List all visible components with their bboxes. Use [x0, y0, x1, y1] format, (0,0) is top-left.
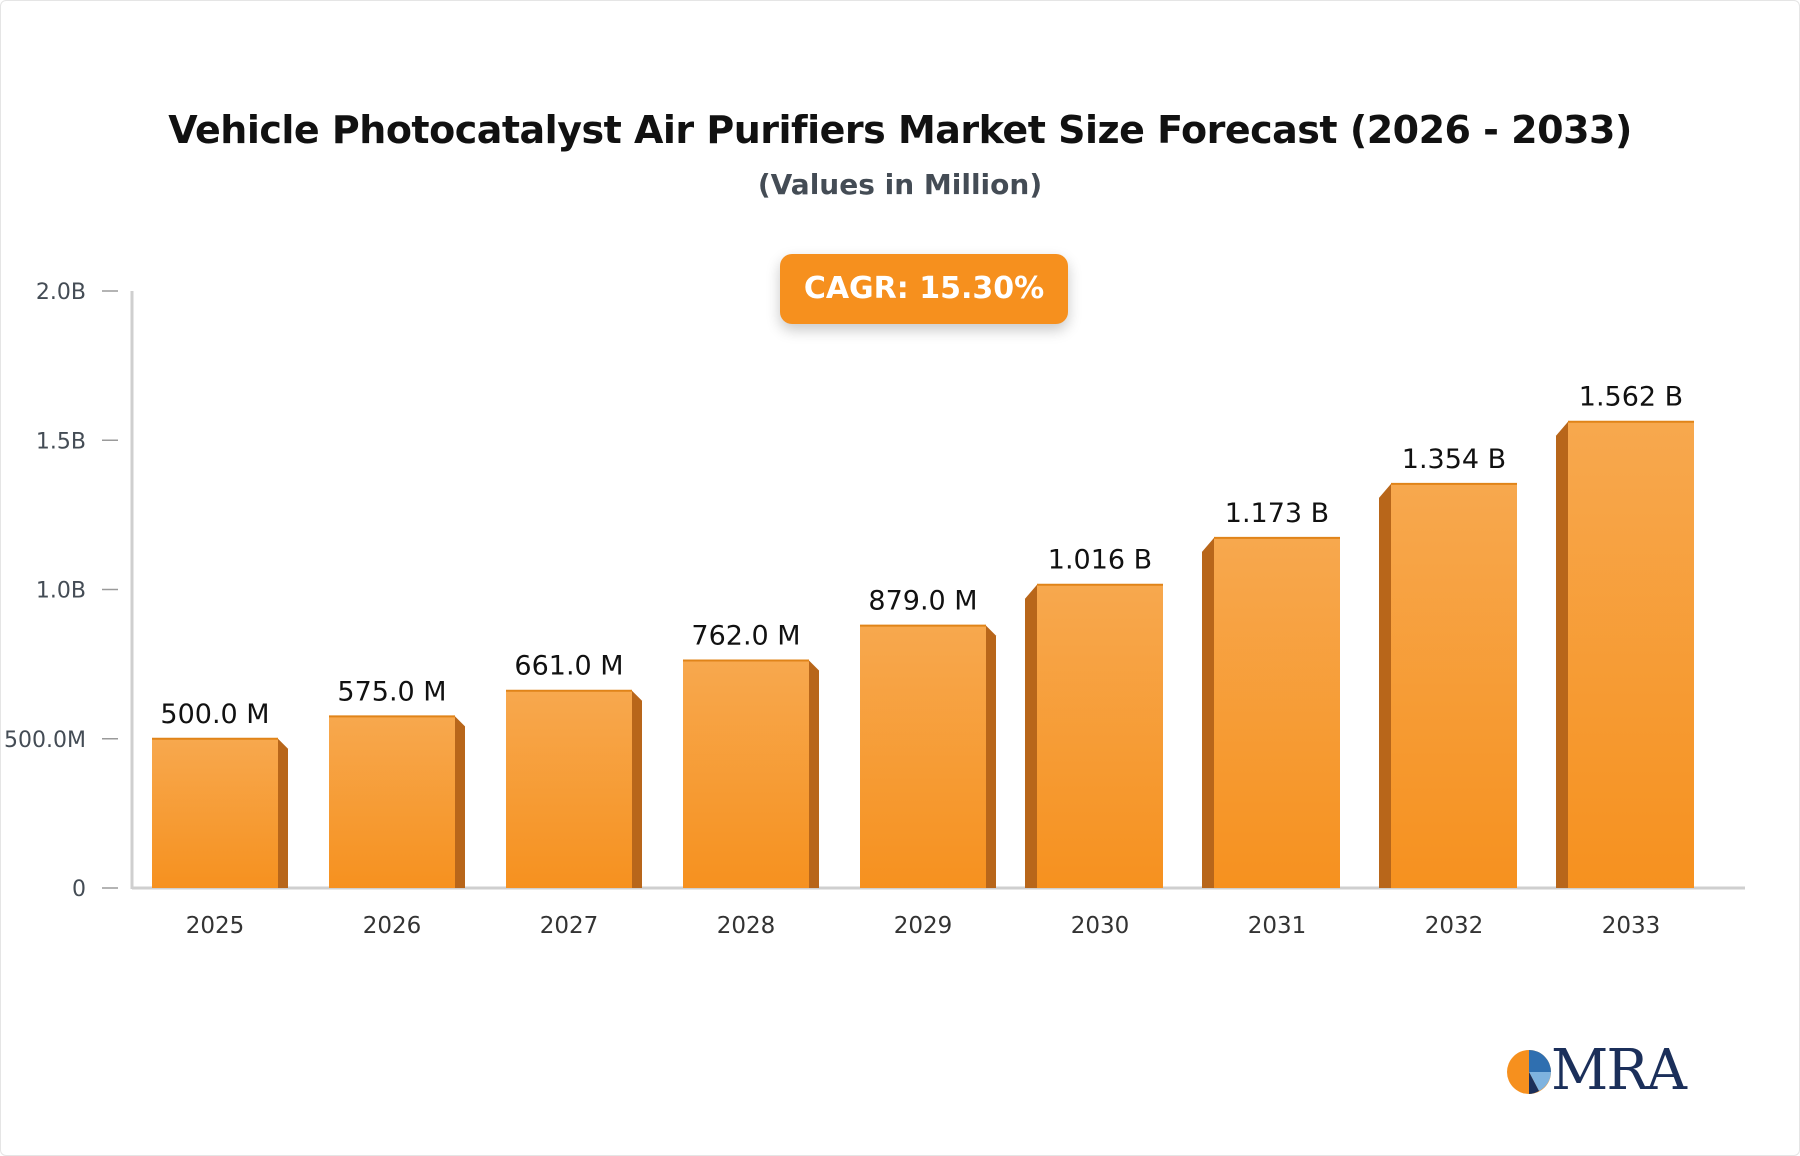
- bar-value-label: 879.0 M: [868, 586, 977, 617]
- bar-group: [152, 420, 1694, 888]
- bar: [1391, 483, 1517, 888]
- x-tick-label: 2025: [186, 913, 245, 939]
- x-tick-label: 2032: [1425, 913, 1484, 939]
- bar-side-face: [278, 738, 288, 888]
- bar: [506, 690, 632, 888]
- bar: [683, 660, 809, 888]
- bar-value-label: 500.0 M: [160, 699, 269, 730]
- bar: [152, 738, 278, 888]
- bar-side-face: [1025, 584, 1037, 888]
- bar-side-face: [986, 625, 996, 888]
- bar: [1037, 584, 1163, 888]
- chart-title: Vehicle Photocatalyst Air Purifiers Mark…: [168, 108, 1632, 152]
- y-tick-label: 500.0M: [4, 728, 86, 753]
- bar-value-label: 1.562 B: [1579, 382, 1683, 413]
- bar-side-face: [1379, 483, 1391, 888]
- y-tick-label: 0: [72, 877, 86, 902]
- logo-text: MRA: [1551, 1038, 1687, 1103]
- cagr-badge: CAGR: 15.30%: [780, 254, 1068, 324]
- bar-side-face: [632, 690, 642, 888]
- chart-subtitle: (Values in Million): [757, 168, 1043, 201]
- x-tick-label: 2029: [894, 913, 953, 939]
- bar: [329, 716, 455, 888]
- bar-side-face: [809, 660, 819, 888]
- bar-value-label: 762.0 M: [691, 621, 800, 652]
- bar: [860, 625, 986, 888]
- bar-side-face: [1556, 421, 1568, 888]
- y-tick-label: 1.0B: [36, 579, 86, 604]
- x-tick-label: 2027: [540, 913, 599, 939]
- bar: [1568, 421, 1694, 888]
- mra-logo: MRA: [1505, 1038, 1695, 1103]
- pie-chart-logo-icon: [1507, 1050, 1551, 1094]
- y-tick-label: 2.0B: [36, 280, 86, 305]
- x-tick-label: 2030: [1071, 913, 1130, 939]
- x-tick-label: 2033: [1602, 913, 1661, 939]
- bar-value-label: 575.0 M: [337, 676, 446, 707]
- bar-value-label: 661.0 M: [514, 651, 623, 682]
- x-tick-label: 2031: [1248, 913, 1307, 939]
- bar-side-face: [1202, 537, 1214, 888]
- bar-value-label: 1.173 B: [1225, 498, 1329, 529]
- bar-side-face: [455, 716, 465, 888]
- bar-value-label: 1.016 B: [1048, 545, 1152, 576]
- x-tick-label: 2028: [717, 913, 776, 939]
- x-tick-label: 2026: [363, 913, 422, 939]
- bar: [1214, 537, 1340, 888]
- bar-value-label: 1.354 B: [1402, 444, 1506, 475]
- label-group: 500.0 M 2025 575.0 M 2026 661.0 M 2027 762.0 M…: [160, 382, 1683, 939]
- y-tick-label: 1.5B: [36, 429, 86, 454]
